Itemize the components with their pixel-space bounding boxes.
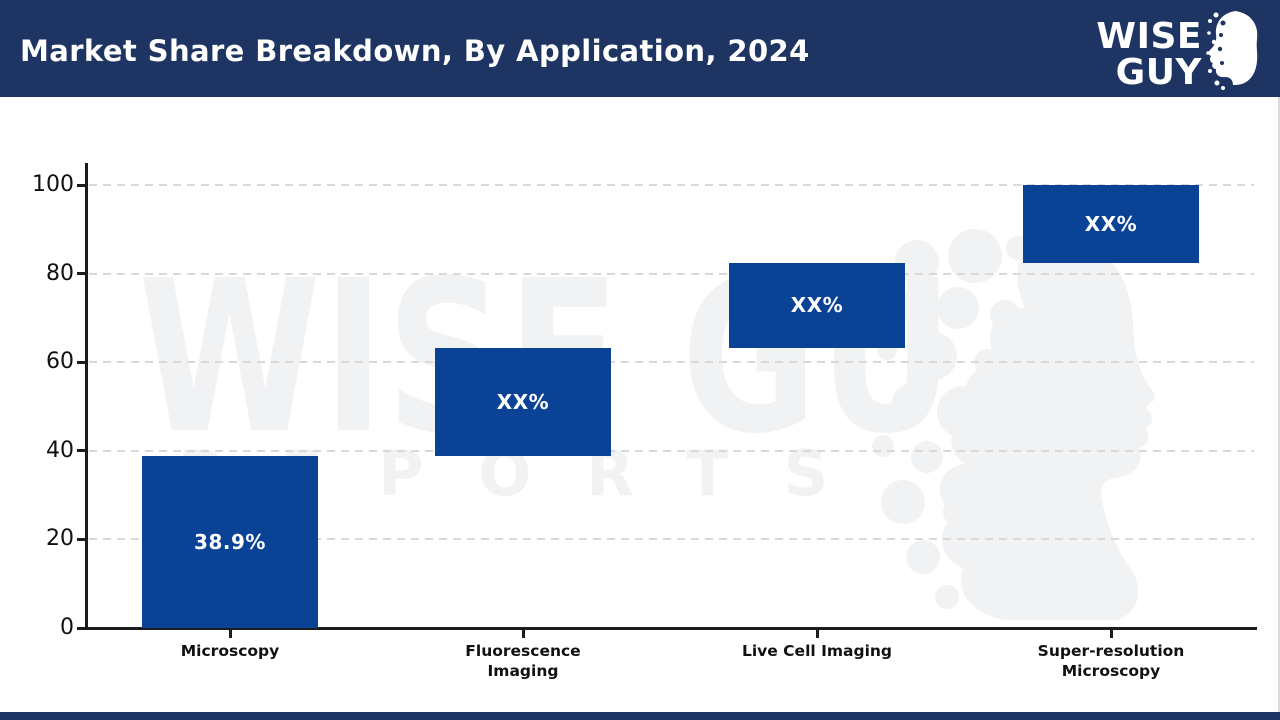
gridline-60	[89, 361, 1254, 364]
y-axis-tick-label: 100	[32, 172, 74, 197]
y-axis-tick	[77, 360, 85, 364]
x-category-label: Super-resolution Microscopy	[991, 641, 1231, 681]
x-category-label: Fluorescence Imaging	[403, 641, 643, 681]
x-category-label-line: Microscopy	[180, 642, 280, 660]
gridline-100	[89, 184, 1254, 186]
header-bar: Market Share Breakdown, By Application, …	[0, 0, 1280, 111]
y-axis-line	[85, 163, 88, 630]
bar-value-label: XX%	[1084, 211, 1138, 236]
y-axis-tick	[77, 449, 85, 453]
gridline-40	[89, 449, 1254, 452]
x-axis-tick	[815, 630, 819, 638]
logo-face-icon	[1206, 11, 1258, 90]
bar-segment: XX%	[435, 348, 611, 456]
logo-brand-subtitle: REPORTS	[1085, 96, 1212, 111]
bar-segment: XX%	[729, 262, 905, 348]
x-axis-tick	[521, 630, 525, 638]
y-axis-tick-label: 80	[46, 260, 74, 286]
y-axis-tick-label: 20	[46, 526, 74, 552]
bar-value-label: XX%	[790, 293, 844, 318]
chart-title: Market Share Breakdown, By Application, …	[20, 34, 810, 68]
logo-text: WISE GUY REPORTS	[1012, 16, 1202, 112]
x-axis-tick	[228, 630, 232, 638]
footer-bar	[0, 712, 1280, 720]
x-category-label: Live Cell Imaging	[697, 641, 937, 661]
y-axis-tick-label: 40	[46, 437, 74, 463]
x-category-label-line: Microscopy	[1061, 662, 1161, 680]
x-category-label-line: Imaging	[487, 662, 559, 680]
gridline-20	[89, 538, 1254, 541]
bar-segment: XX%	[1023, 185, 1199, 263]
y-axis-tick-label: 60	[46, 349, 74, 375]
bar-value-label: XX%	[496, 389, 550, 414]
x-category-label-line: Super-resolution	[1037, 642, 1185, 660]
bar-value-label: 38.9%	[194, 529, 266, 554]
y-axis-tick	[77, 272, 85, 276]
x-axis-tick	[1109, 630, 1113, 638]
x-axis-line	[85, 627, 1257, 630]
page-right-border	[1278, 97, 1280, 712]
y-axis-tick-label: 0	[60, 615, 74, 640]
logo-brand-name: WISE GUY	[1096, 16, 1202, 93]
wise-guy-logo: WISE GUY REPORTS	[1006, 5, 1268, 111]
y-axis-tick	[77, 183, 85, 187]
y-axis-tick	[77, 537, 85, 541]
bar-segment: 38.9%	[142, 455, 318, 628]
x-category-label-line: Fluorescence	[465, 642, 581, 660]
x-category-label: Microscopy	[110, 641, 350, 661]
y-axis-tick	[77, 626, 85, 630]
gridline-80	[89, 272, 1254, 275]
x-category-label-line: Live Cell Imaging	[741, 642, 893, 660]
